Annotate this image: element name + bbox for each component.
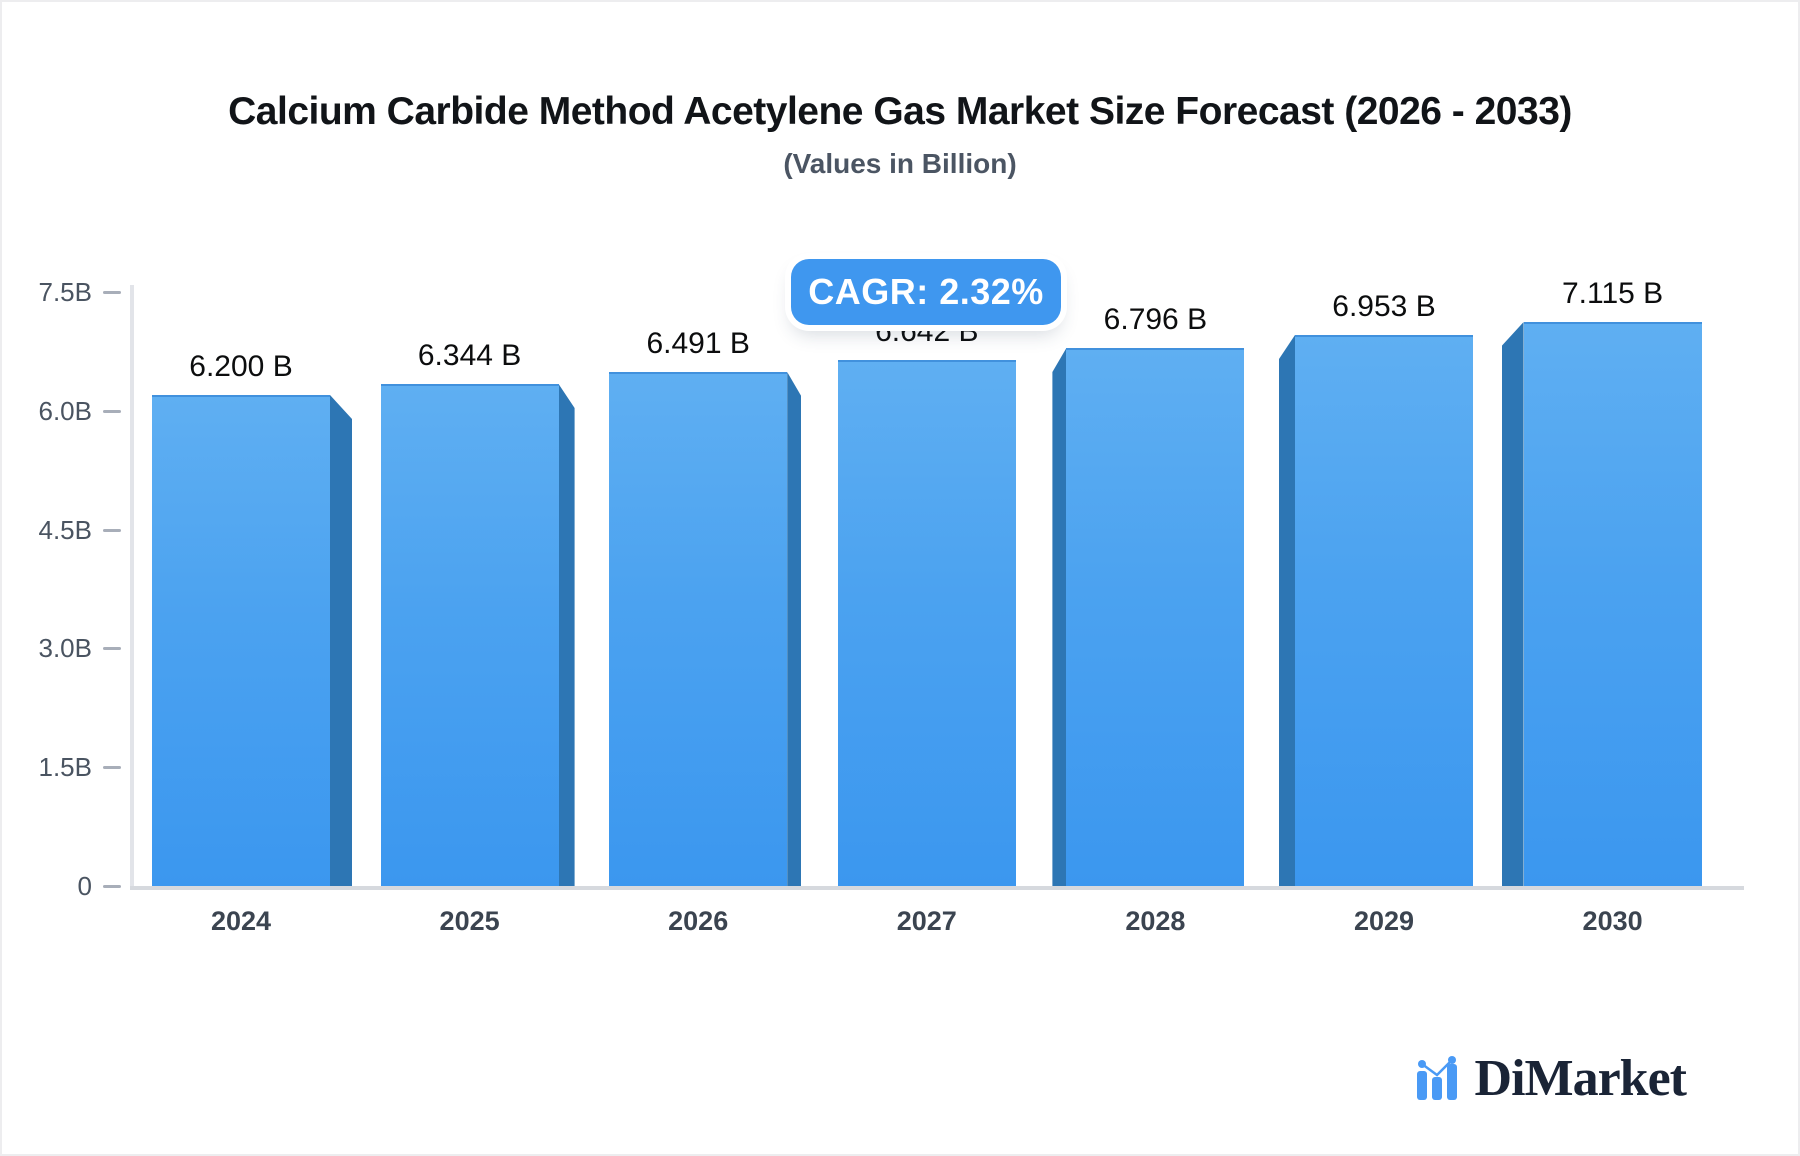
x-tick-label-2029: 2029 (1353, 906, 1415, 936)
bar-side-2029 (1279, 335, 1295, 886)
bar-2027[interactable] (837, 360, 1016, 886)
logo: DiMarket (1415, 1050, 1687, 1107)
bar-side-2025 (558, 384, 575, 886)
bar-2025[interactable] (380, 384, 559, 886)
chart-title: Calcium Carbide Method Acetylene Gas Mar… (228, 90, 1572, 133)
y-tick-label: 0 (77, 871, 92, 901)
bar-value-label: 7.115 B (1561, 277, 1664, 310)
bar-2030[interactable] (1523, 322, 1702, 886)
bar-2028[interactable] (1066, 348, 1245, 886)
y-tick-mark (103, 766, 121, 770)
x-tick-label-2027: 2027 (896, 906, 957, 936)
x-tick-label-2024: 2024 (210, 906, 272, 936)
bar-side-2028 (1052, 348, 1067, 886)
cagr-badge-label: CAGR: 2.32% (808, 271, 1044, 312)
x-tick-label-2025: 2025 (439, 906, 500, 936)
y-tick-label: 3.0B (38, 633, 93, 664)
bar-value-label: 6.344 B (417, 339, 522, 372)
bar-value-label: 6.796 B (1103, 303, 1208, 336)
logo-text: DiMarket (1474, 1050, 1687, 1107)
y-tick-label: 7.5B (38, 277, 93, 307)
y-tick-label: 1.5B (38, 752, 93, 783)
mini-bar-chart-icon (1416, 1056, 1457, 1100)
bar-side-2030 (1501, 322, 1524, 886)
y-axis-line (130, 285, 134, 890)
x-axis-line (130, 886, 1744, 890)
bar-value-label: 6.200 B (189, 350, 293, 383)
bar-2024[interactable] (152, 395, 330, 886)
bar-value-label: 6.491 B (646, 327, 750, 360)
chart-subtitle: (Values in Billion) (783, 148, 1017, 179)
bar-value-label: 6.953 B (1332, 290, 1436, 323)
y-tick-label: 4.5B (38, 514, 93, 545)
bar-side-2026 (787, 372, 802, 886)
cagr-badge: CAGR: 2.32% (791, 259, 1061, 325)
y-tick-mark (103, 291, 121, 294)
x-tick-label-2028: 2028 (1125, 906, 1186, 936)
y-tick-label: 6.0B (38, 395, 93, 426)
bar-2029[interactable] (1295, 335, 1473, 886)
x-tick-label-2026: 2026 (668, 906, 729, 936)
x-tick-label-2030: 2030 (1582, 906, 1643, 936)
y-tick-mark (103, 528, 121, 532)
bar-side-2024 (330, 395, 352, 886)
y-tick-mark (103, 885, 121, 888)
y-tick-mark (103, 409, 121, 413)
y-tick-mark (103, 647, 121, 651)
bar-2026[interactable] (609, 372, 788, 886)
